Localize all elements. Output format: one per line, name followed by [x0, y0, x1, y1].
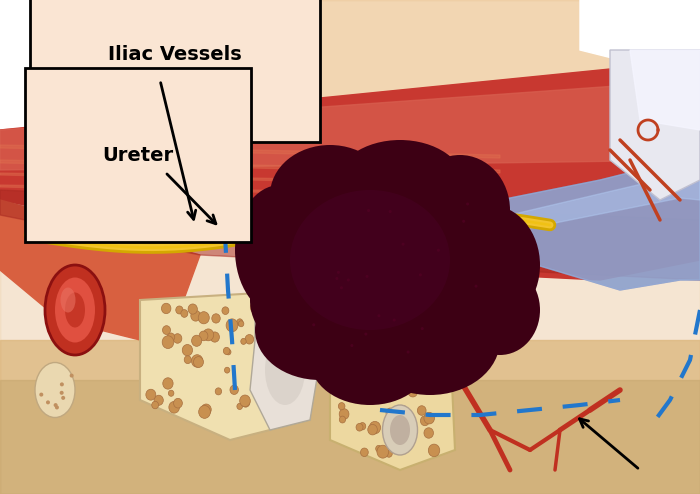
Polygon shape [0, 380, 700, 494]
Ellipse shape [426, 414, 434, 422]
Ellipse shape [215, 388, 222, 395]
Ellipse shape [265, 335, 305, 405]
Ellipse shape [393, 319, 395, 322]
Ellipse shape [400, 367, 410, 378]
Ellipse shape [377, 314, 380, 317]
Ellipse shape [60, 391, 64, 395]
Ellipse shape [241, 398, 250, 407]
Ellipse shape [255, 280, 385, 380]
Ellipse shape [222, 307, 229, 315]
Ellipse shape [257, 387, 262, 393]
Ellipse shape [260, 402, 272, 414]
Ellipse shape [162, 326, 171, 334]
Ellipse shape [370, 421, 381, 434]
Ellipse shape [365, 332, 368, 335]
Ellipse shape [182, 344, 192, 356]
Polygon shape [0, 173, 500, 185]
Ellipse shape [398, 353, 403, 359]
Ellipse shape [60, 288, 76, 313]
Ellipse shape [251, 301, 262, 314]
Ellipse shape [422, 383, 428, 390]
Ellipse shape [312, 323, 315, 327]
Ellipse shape [389, 210, 392, 213]
Ellipse shape [45, 265, 105, 355]
Ellipse shape [428, 444, 440, 456]
Ellipse shape [46, 400, 50, 405]
Ellipse shape [199, 331, 208, 341]
Ellipse shape [338, 403, 345, 410]
Ellipse shape [212, 314, 220, 323]
Ellipse shape [225, 367, 230, 373]
Polygon shape [0, 80, 700, 170]
Polygon shape [630, 50, 700, 130]
Ellipse shape [287, 406, 298, 417]
Ellipse shape [404, 427, 410, 435]
Ellipse shape [410, 155, 510, 265]
Polygon shape [580, 0, 700, 80]
Polygon shape [500, 150, 700, 290]
Ellipse shape [356, 423, 363, 431]
Ellipse shape [191, 310, 201, 321]
Ellipse shape [241, 338, 246, 344]
Ellipse shape [193, 357, 204, 368]
Text: Iliac Vessels: Iliac Vessels [108, 45, 242, 65]
Ellipse shape [466, 203, 469, 206]
Ellipse shape [181, 310, 188, 317]
Polygon shape [0, 340, 700, 494]
Ellipse shape [250, 255, 330, 345]
Ellipse shape [310, 315, 430, 405]
Ellipse shape [421, 327, 424, 330]
Polygon shape [500, 150, 700, 290]
Ellipse shape [65, 292, 85, 328]
Ellipse shape [360, 285, 500, 395]
Ellipse shape [421, 416, 429, 426]
Ellipse shape [152, 401, 159, 409]
Polygon shape [140, 290, 310, 440]
Ellipse shape [335, 277, 338, 280]
Ellipse shape [460, 265, 540, 355]
Ellipse shape [230, 385, 239, 394]
Ellipse shape [162, 303, 171, 314]
Ellipse shape [295, 386, 301, 393]
Ellipse shape [162, 336, 174, 349]
Ellipse shape [408, 387, 417, 397]
Ellipse shape [437, 249, 440, 252]
Ellipse shape [70, 373, 74, 377]
Ellipse shape [343, 365, 354, 377]
Ellipse shape [377, 445, 389, 458]
Ellipse shape [163, 378, 173, 389]
Ellipse shape [201, 404, 211, 415]
Ellipse shape [237, 319, 243, 326]
Ellipse shape [386, 450, 392, 457]
Ellipse shape [368, 360, 380, 372]
Ellipse shape [428, 375, 434, 382]
Ellipse shape [39, 393, 43, 397]
Ellipse shape [203, 329, 214, 341]
Ellipse shape [346, 279, 350, 282]
Ellipse shape [423, 375, 433, 386]
Polygon shape [0, 0, 180, 160]
Ellipse shape [365, 275, 368, 278]
Ellipse shape [360, 448, 368, 456]
Ellipse shape [402, 243, 405, 246]
Ellipse shape [424, 428, 433, 438]
Ellipse shape [176, 306, 183, 314]
Ellipse shape [154, 395, 163, 406]
Polygon shape [0, 0, 700, 200]
Ellipse shape [169, 390, 174, 396]
Ellipse shape [188, 304, 197, 314]
Ellipse shape [235, 185, 325, 315]
Ellipse shape [340, 409, 349, 419]
Ellipse shape [367, 209, 370, 212]
Ellipse shape [61, 396, 65, 400]
Ellipse shape [337, 271, 340, 274]
Ellipse shape [174, 398, 183, 408]
Polygon shape [250, 300, 320, 430]
Ellipse shape [440, 205, 540, 325]
Polygon shape [510, 160, 700, 230]
Ellipse shape [146, 389, 156, 400]
Ellipse shape [280, 150, 500, 350]
Ellipse shape [237, 403, 242, 410]
Ellipse shape [239, 395, 251, 407]
